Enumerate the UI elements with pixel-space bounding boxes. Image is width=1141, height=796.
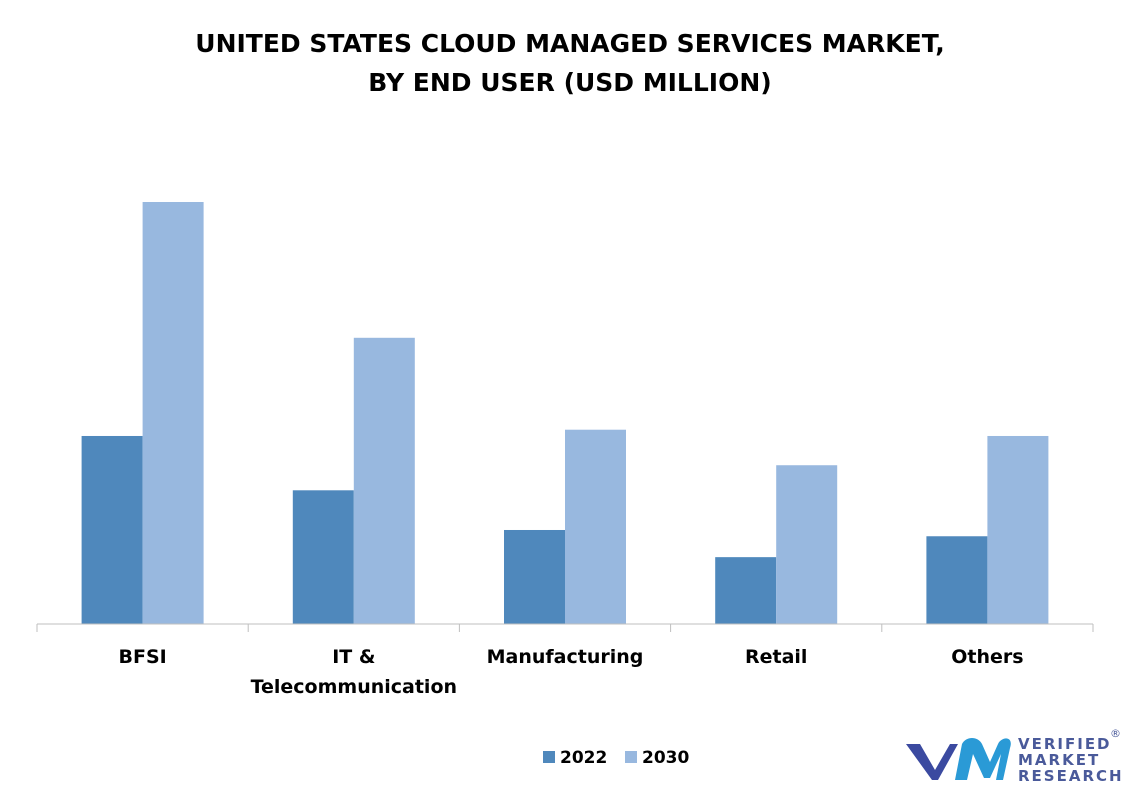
legend-label-2022: 2022 <box>560 748 607 768</box>
legend-swatch-2022 <box>543 751 555 763</box>
x-tick-label-line: Others <box>951 646 1023 668</box>
bars-group <box>81 202 1049 624</box>
x-tick-label-line: Manufacturing <box>487 646 644 668</box>
vmr-logo: VERIFIED MARKET RESEARCH ® <box>906 727 1124 785</box>
bar-2022-1 <box>292 490 354 624</box>
logo-word-2: MARKET <box>1018 751 1100 769</box>
registered-mark: ® <box>1110 727 1121 740</box>
bar-2030-0 <box>142 202 204 624</box>
vmr-logo-mark <box>906 738 1011 780</box>
x-tick-label-3: Retail <box>745 646 807 668</box>
chart-title-line-1: UNITED STATES CLOUD MANAGED SERVICES MAR… <box>195 29 944 58</box>
x-tick-label-4: Others <box>951 646 1023 668</box>
x-tick-labels: BFSI IT & Telecommunication Manufacturing Re… <box>118 646 1023 698</box>
legend: 2022 2030 <box>543 748 689 768</box>
bar-2030-2 <box>565 429 626 624</box>
bar-2030-4 <box>987 435 1049 624</box>
legend-swatch-2030 <box>625 751 637 763</box>
x-tick-label-line: IT & <box>332 646 375 668</box>
x-tick-label-line: Telecommunication <box>251 676 457 698</box>
logo-word-1: VERIFIED <box>1018 735 1112 753</box>
bar-2022-2 <box>504 529 565 624</box>
bar-2022-4 <box>926 536 988 624</box>
x-axis <box>36 623 1094 632</box>
chart-title-line-2: BY END USER (USD MILLION) <box>368 68 771 97</box>
bar-2030-3 <box>776 465 838 624</box>
bar-2030-1 <box>353 337 415 624</box>
bar-2022-3 <box>715 557 777 624</box>
legend-label-2030: 2030 <box>642 748 689 768</box>
logo-word-3: RESEARCH <box>1018 767 1124 785</box>
bar-2022-0 <box>81 435 143 624</box>
x-tick-label-2: Manufacturing <box>487 646 644 668</box>
x-tick-label-line: BFSI <box>118 646 166 668</box>
x-tick-label-1: IT & Telecommunication <box>251 646 457 698</box>
x-tick-label-line: Retail <box>745 646 807 668</box>
x-tick-label-0: BFSI <box>118 646 166 668</box>
